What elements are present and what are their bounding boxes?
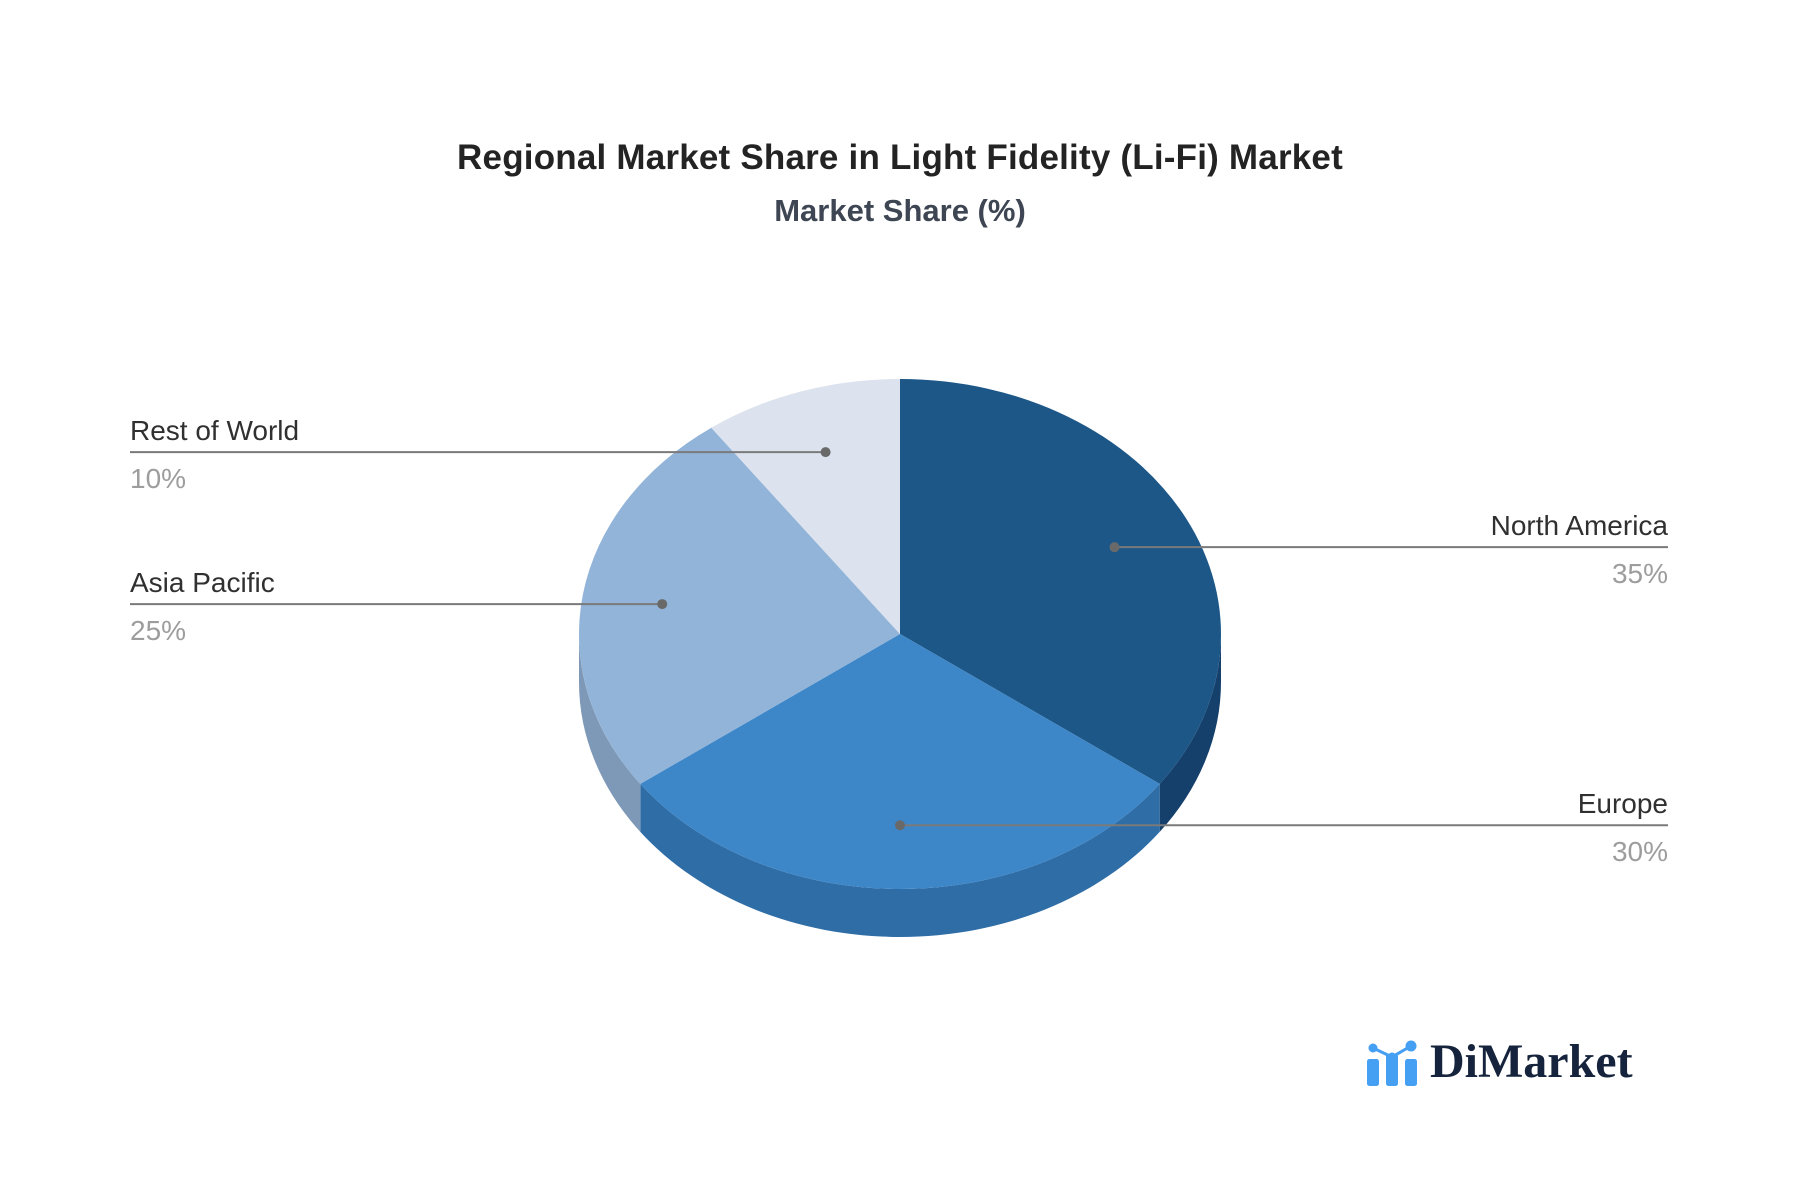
- pie-slice-side-north-america: [1159, 634, 1221, 832]
- pie-slice-side-asia-pacific: [579, 634, 641, 832]
- chart-subtitle: Market Share (%): [774, 193, 1026, 228]
- pie-slice-rest-of-world[interactable]: [711, 379, 900, 634]
- slice-value-north-america: 35%: [1611, 558, 1668, 590]
- chart-title: Regional Market Share in Light Fidelity …: [457, 138, 1343, 177]
- callout-dot-asia-pacific: [657, 599, 668, 610]
- callout-dot-rest-of-world: [820, 447, 831, 458]
- dimarket-logo-text: DiMarket: [1430, 1035, 1633, 1088]
- slice-value-europe: 30%: [1611, 836, 1668, 868]
- slice-label-north-america: North America: [1490, 510, 1668, 542]
- slice-value-rest-of-world: 10%: [130, 463, 187, 495]
- slice-value-asia-pacific: 25%: [130, 615, 187, 647]
- pie-slice-side-europe: [640, 783, 1160, 937]
- dimarket-logo-icon: [1367, 1040, 1417, 1086]
- pie-slice-north-america[interactable]: [900, 379, 1221, 784]
- pie-slice-asia-pacific[interactable]: [578, 427, 900, 784]
- slice-label-rest-of-world: Rest of World: [130, 415, 300, 447]
- slice-label-asia-pacific: Asia Pacific: [130, 567, 275, 599]
- callout-dot-north-america: [1109, 542, 1120, 553]
- slice-label-europe: Europe: [1577, 788, 1668, 820]
- callout-dot-europe: [895, 820, 905, 831]
- dimarket-logo: DiMarket: [1366, 1036, 1633, 1088]
